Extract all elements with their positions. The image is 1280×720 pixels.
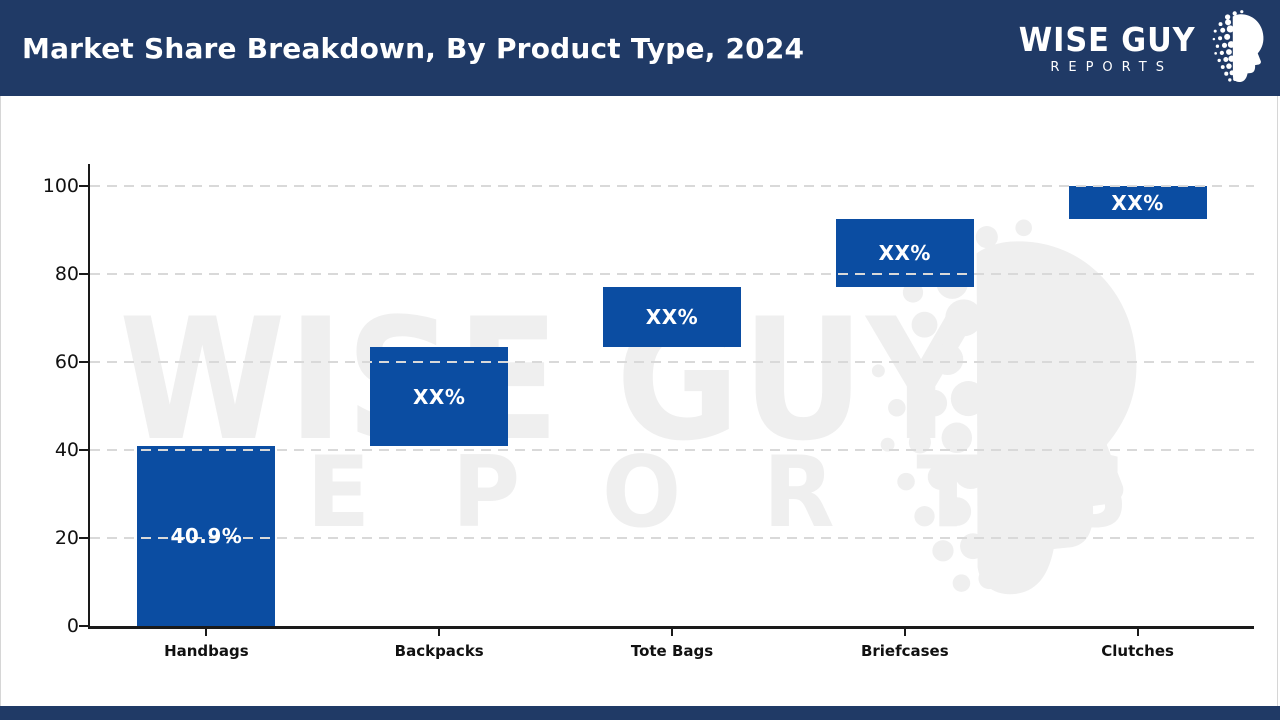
y-tick-label-0: 0	[66, 615, 79, 637]
chart-canvas: WISE GUY R E P O R T S 0 20 40 60 80 100 40.9%…	[0, 96, 1278, 706]
bar-value-clutches: XX%	[1111, 190, 1164, 215]
x-tick-label-tote-bags: Tote Bags	[630, 642, 714, 660]
y-tick-label-40: 40	[54, 439, 79, 461]
gridline-y-20	[90, 537, 1254, 539]
bar-backpacks	[370, 347, 509, 447]
brand-logo-text: WISE GUY REPORTS	[1011, 23, 1203, 74]
x-axis-line	[88, 626, 1254, 629]
gridline-y-100	[90, 185, 1254, 187]
bar-briefcases	[835, 219, 974, 288]
bar-clutches	[1068, 186, 1207, 220]
bar-value-tote-bags: XX%	[645, 305, 699, 330]
x-tick-label-briefcases: Briefcases	[860, 642, 949, 660]
watermark-brand-text: WISE GUY	[119, 282, 978, 478]
gridline-y-80	[90, 273, 1254, 275]
watermark-head-icon	[871, 219, 1137, 595]
x-tick-label-clutches: Clutches	[1101, 642, 1174, 660]
bar-value-briefcases: XX%	[878, 241, 931, 266]
bar-tote-bags	[603, 287, 741, 348]
y-axis-line	[88, 164, 90, 629]
y-tick-label-60: 60	[54, 351, 79, 373]
y-tick-label-20: 20	[54, 527, 79, 549]
footer-bar	[0, 706, 1280, 720]
bar-value-handbags: 40.9%	[170, 524, 243, 549]
x-tick-backpacks	[438, 629, 441, 636]
header-bar: Market Share Breakdown, By Product Type,…	[0, 0, 1280, 96]
x-tick-briefcases	[903, 629, 906, 636]
y-tick-20	[79, 537, 88, 539]
y-tick-60	[79, 361, 88, 363]
brand-subtitle: REPORTS	[1050, 59, 1173, 75]
x-tick-tote-bags	[671, 629, 673, 636]
x-tick-label-backpacks: Backpacks	[394, 642, 484, 660]
page-title: Market Share Breakdown, By Product Type,…	[22, 31, 805, 65]
x-tick-clutches	[1136, 629, 1139, 636]
brand-logo: WISE GUY REPORTS	[1011, 8, 1266, 88]
y-tick-100	[79, 185, 88, 187]
bar-handbags	[137, 446, 276, 626]
brand-name: WISE GUY	[1018, 19, 1196, 59]
gridline-y-40	[90, 449, 1254, 451]
y-tick-80	[79, 273, 88, 275]
brand-head-icon	[1212, 10, 1264, 83]
y-tick-label-80: 80	[54, 263, 79, 285]
y-tick-label-100: 100	[42, 175, 79, 197]
bar-value-backpacks: XX%	[412, 384, 466, 409]
gridline-y-60	[90, 361, 1254, 363]
x-tick-handbags	[205, 629, 208, 636]
y-tick-40	[79, 449, 88, 451]
y-tick-0	[79, 625, 88, 627]
x-tick-label-handbags: Handbags	[164, 642, 249, 660]
